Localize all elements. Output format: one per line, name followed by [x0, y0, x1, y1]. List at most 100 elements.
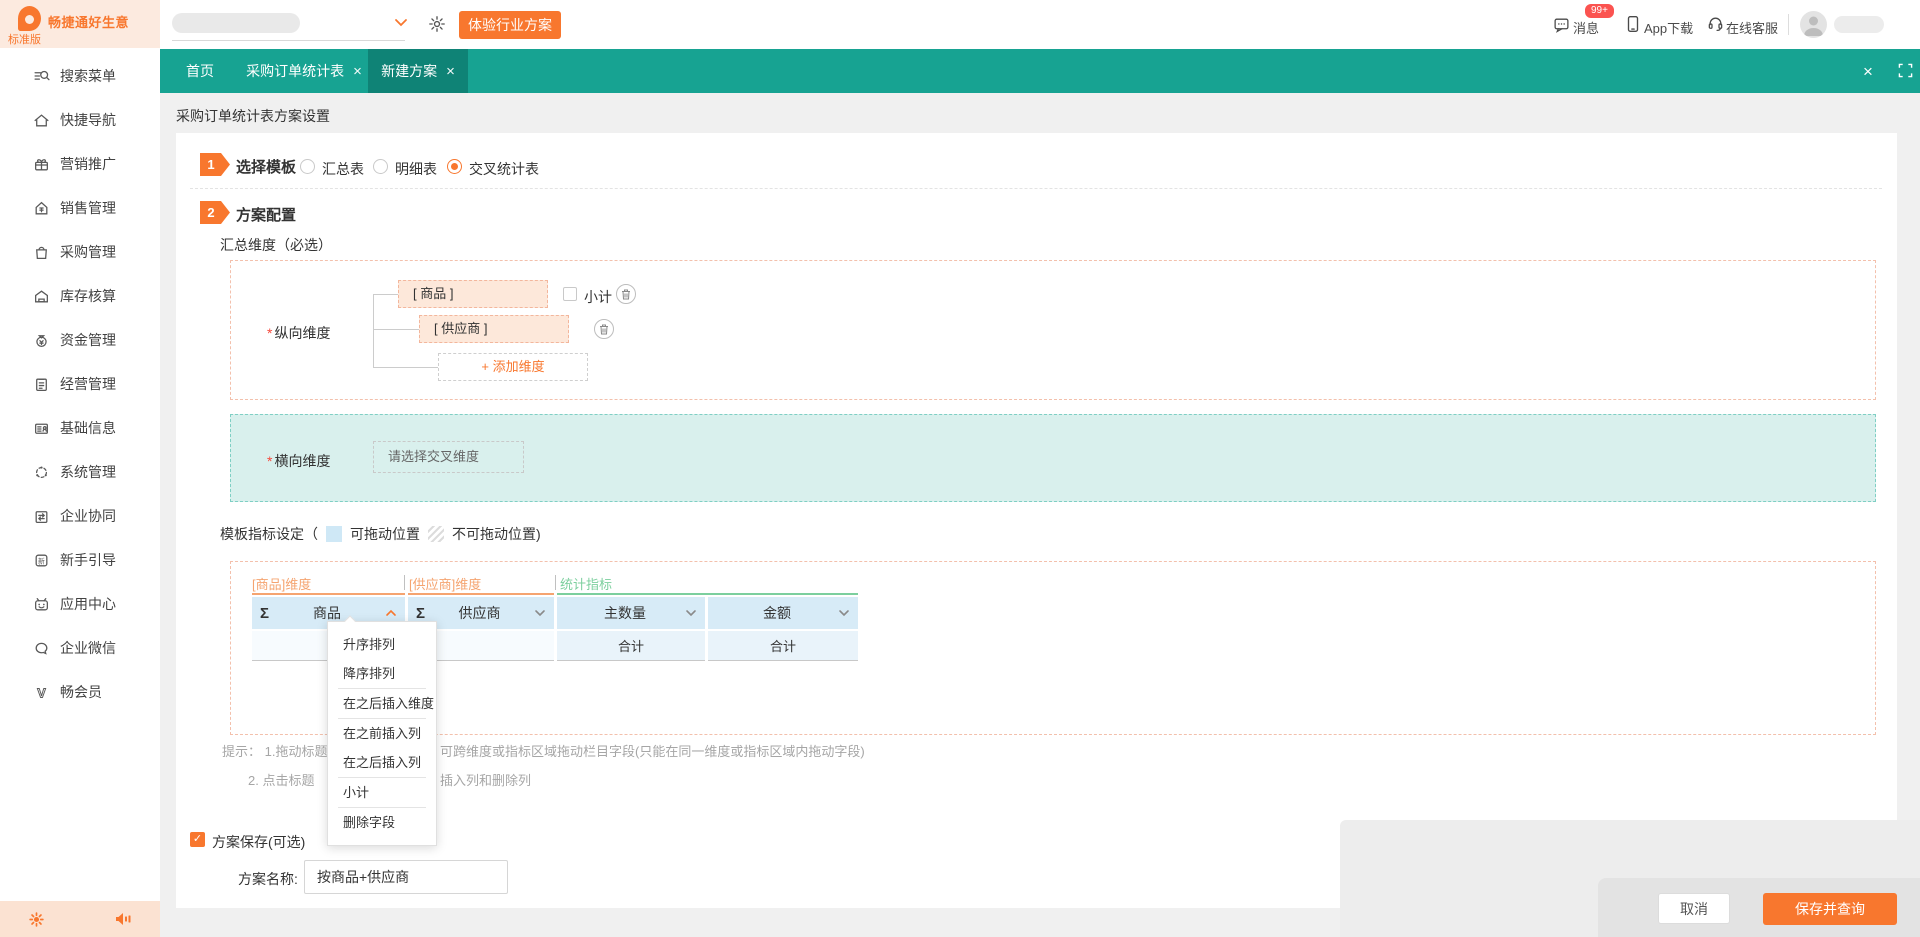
plan-name-input[interactable]	[304, 860, 508, 894]
tab-home[interactable]: 首页	[160, 49, 240, 93]
cross-axis-label: * 横向维度	[267, 453, 331, 469]
dimension-node-product[interactable]: [ 商品 ]	[398, 280, 548, 308]
divider	[1788, 14, 1789, 35]
sidebar-item-label: 库存核算	[60, 288, 116, 304]
total-cell-qty: 合计	[557, 631, 705, 661]
subtotal-checkbox[interactable]	[563, 287, 577, 301]
sidebar-item-purchase[interactable]: 采购管理	[0, 230, 160, 274]
message-icon[interactable]	[1553, 16, 1570, 33]
close-icon[interactable]: ×	[446, 62, 455, 80]
radio-detail-table[interactable]	[373, 159, 388, 174]
gift-icon	[33, 156, 50, 173]
messages-label[interactable]: 消息	[1573, 21, 1600, 36]
group-label-supplier: [供应商]维度	[409, 577, 482, 592]
sidebar-item-wechat[interactable]: 企业微信	[0, 626, 160, 670]
money-bag-icon	[33, 332, 50, 349]
sidebar-item-label: 企业微信	[60, 640, 116, 656]
close-icon[interactable]: ×	[353, 62, 362, 80]
shopping-bag-icon	[33, 244, 50, 261]
sidebar: 畅捷通好生意 标准版 搜索菜单 快捷导航 营销推广 销售管理 采购管理 库存核算	[0, 0, 160, 937]
sidebar-item-operations[interactable]: 经营管理	[0, 362, 160, 406]
gear-icon[interactable]	[28, 911, 45, 928]
sidebar-item-basic-info[interactable]: 基础信息	[0, 406, 160, 450]
legend-fixed-label: 不可拖动位置)	[452, 526, 541, 542]
radio-summary-label[interactable]: 汇总表	[322, 161, 364, 177]
group-underline	[252, 593, 405, 595]
chevron-down-icon[interactable]	[534, 609, 546, 617]
sidebar-item-funds[interactable]: 资金管理	[0, 318, 160, 362]
sidebar-item-quick-nav[interactable]: 快捷导航	[0, 98, 160, 142]
column-header-qty[interactable]: 主数量	[557, 597, 705, 629]
cross-dimension-select[interactable]: 请选择交叉维度	[373, 441, 524, 473]
save-plan-label[interactable]: 方案保存(可选)	[212, 834, 306, 850]
search-underline	[172, 40, 405, 41]
delete-dimension-icon[interactable]	[616, 284, 636, 304]
online-service-label[interactable]: 在线客服	[1726, 21, 1779, 36]
add-dimension-button[interactable]: + 添加维度	[438, 353, 588, 381]
sidebar-item-app-center[interactable]: 应用中心	[0, 582, 160, 626]
menu-item-sort-desc[interactable]: 降序排列	[343, 666, 396, 681]
subtotal-label[interactable]: 小计	[584, 289, 612, 305]
sidebar-item-label: 销售管理	[60, 200, 116, 216]
menu-divider	[338, 807, 426, 808]
tab-new-plan[interactable]: 新建方案 ×	[368, 49, 468, 93]
radio-summary-table[interactable]	[300, 159, 315, 174]
sidebar-item-sales[interactable]: 销售管理	[0, 186, 160, 230]
member-v-icon: V	[33, 684, 50, 701]
radio-cross-label[interactable]: 交叉统计表	[469, 161, 539, 177]
sidebar-item-member[interactable]: V 畅会员	[0, 670, 160, 714]
cancel-button[interactable]: 取消	[1658, 893, 1730, 924]
menu-item-insert-col-after[interactable]: 在之后插入列	[343, 755, 422, 770]
chevron-down-icon[interactable]	[685, 609, 697, 617]
logo-block: 畅捷通好生意 标准版	[0, 0, 160, 48]
sidebar-item-label: 基础信息	[60, 420, 116, 436]
sidebar-item-label: 新手引导	[60, 552, 116, 568]
experience-plan-button[interactable]: 体验行业方案	[459, 11, 561, 39]
save-and-query-button[interactable]: 保存并查询	[1763, 893, 1897, 925]
column-header-amount[interactable]: 金额	[708, 597, 858, 629]
guide-book-icon: 新	[33, 552, 50, 569]
id-card-icon	[33, 420, 50, 437]
sidebar-item-marketing[interactable]: 营销推广	[0, 142, 160, 186]
headset-icon[interactable]	[1707, 15, 1724, 32]
sidebar-item-inventory[interactable]: 库存核算	[0, 274, 160, 318]
sidebar-item-guide[interactable]: 新 新手引导	[0, 538, 160, 582]
close-all-tabs-icon[interactable]: ×	[1863, 62, 1873, 81]
app-download-label[interactable]: App下载	[1644, 21, 1694, 36]
group-separator	[555, 575, 556, 590]
menu-item-insert-col-before[interactable]: 在之前插入列	[343, 726, 422, 741]
chevron-down-icon[interactable]	[393, 17, 409, 29]
step2-badge: 2	[200, 201, 230, 224]
svg-text:V: V	[37, 685, 46, 700]
settings-gear-icon[interactable]	[428, 15, 446, 33]
announcement-icon[interactable]	[114, 911, 132, 927]
dimension-node-supplier[interactable]: [ 供应商 ]	[419, 315, 569, 343]
tab-report[interactable]: 采购订单统计表 ×	[240, 49, 368, 93]
avatar[interactable]	[1800, 11, 1827, 38]
radio-cross-table[interactable]	[447, 159, 462, 174]
menu-item-delete-field[interactable]: 删除字段	[343, 815, 396, 830]
delete-dimension-icon[interactable]	[594, 319, 614, 339]
sort-asc-icon[interactable]	[385, 609, 397, 617]
chevron-down-icon[interactable]	[838, 609, 850, 617]
save-plan-checkbox[interactable]: ✓	[190, 832, 205, 847]
step2-title: 方案配置	[236, 207, 297, 224]
menu-item-sort-asc[interactable]: 升序排列	[343, 637, 396, 652]
sigma-icon: Σ	[416, 604, 426, 622]
username-blob[interactable]	[1834, 16, 1884, 33]
sidebar-item-label: 应用中心	[60, 596, 116, 612]
home-icon	[33, 112, 50, 129]
menu-item-subtotal[interactable]: 小计	[343, 785, 370, 800]
sidebar-item-collaboration[interactable]: 企业协同	[0, 494, 160, 538]
radio-detail-label[interactable]: 明细表	[395, 161, 437, 177]
fullscreen-icon[interactable]	[1898, 63, 1913, 78]
sidebar-item-system[interactable]: 系统管理	[0, 450, 160, 494]
sidebar-item-search-menu[interactable]: 搜索菜单	[0, 54, 160, 98]
hint-line2-right: 插入列和删除列	[440, 773, 532, 788]
not-draggable-swatch	[428, 526, 444, 542]
summary-dimension-label: 汇总维度（必选）	[220, 237, 332, 253]
search-input[interactable]	[172, 13, 300, 33]
phone-icon[interactable]	[1625, 15, 1641, 33]
legend-draggable-label: 可拖动位置	[350, 526, 420, 542]
menu-item-insert-dim-after[interactable]: 在之后插入维度	[343, 696, 435, 711]
